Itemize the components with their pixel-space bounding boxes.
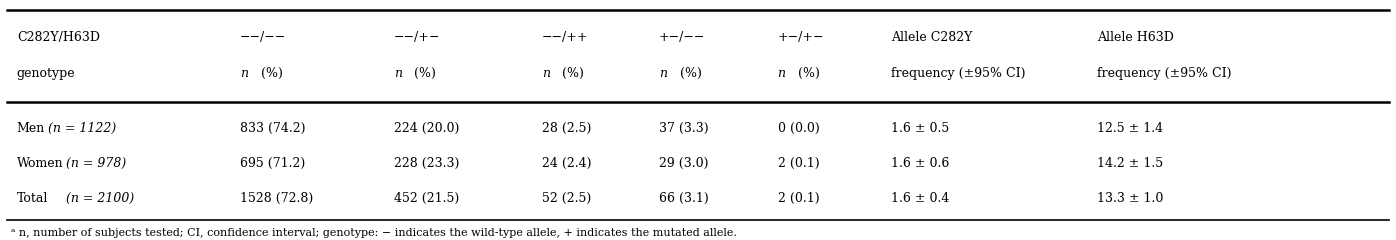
Text: 224 (20.0): 224 (20.0)	[394, 122, 459, 135]
Text: (n = 1122): (n = 1122)	[49, 122, 117, 135]
Text: (%): (%)	[558, 67, 585, 80]
Text: 2 (0.1): 2 (0.1)	[778, 192, 819, 204]
Text: Allele H63D: Allele H63D	[1097, 31, 1174, 44]
Text: n: n	[394, 67, 402, 80]
Text: +−/−−: +−/−−	[659, 31, 705, 44]
Text: (n = 978): (n = 978)	[67, 157, 127, 170]
Text: 37 (3.3): 37 (3.3)	[659, 122, 709, 135]
Text: ᵃ n, number of subjects tested; CI, confidence interval; genotype: − indicates t: ᵃ n, number of subjects tested; CI, conf…	[11, 228, 737, 238]
Text: 452 (21.5): 452 (21.5)	[394, 192, 459, 204]
Text: Women: Women	[17, 157, 63, 170]
Text: 833 (74.2): 833 (74.2)	[240, 122, 306, 135]
Text: 29 (3.0): 29 (3.0)	[659, 157, 708, 170]
Text: 12.5 ± 1.4: 12.5 ± 1.4	[1097, 122, 1163, 135]
Text: 2 (0.1): 2 (0.1)	[778, 157, 819, 170]
Text: n: n	[778, 67, 786, 80]
Text: genotype: genotype	[17, 67, 75, 80]
Text: 1.6 ± 0.4: 1.6 ± 0.4	[891, 192, 949, 204]
Text: 1.6 ± 0.6: 1.6 ± 0.6	[891, 157, 949, 170]
Text: C282Y/H63D: C282Y/H63D	[17, 31, 99, 44]
Text: 0 (0.0): 0 (0.0)	[778, 122, 819, 135]
Text: −−/−−: −−/−−	[240, 31, 286, 44]
Text: frequency (±95% CI): frequency (±95% CI)	[1097, 67, 1231, 80]
Text: n: n	[542, 67, 550, 80]
Text: (%): (%)	[676, 67, 702, 80]
Text: (%): (%)	[257, 67, 283, 80]
Text: 13.3 ± 1.0: 13.3 ± 1.0	[1097, 192, 1164, 204]
Text: 52 (2.5): 52 (2.5)	[542, 192, 591, 204]
Text: Total: Total	[17, 192, 47, 204]
Text: frequency (±95% CI): frequency (±95% CI)	[891, 67, 1025, 80]
Text: (%): (%)	[410, 67, 437, 80]
Text: 228 (23.3): 228 (23.3)	[394, 157, 459, 170]
Text: +−/+−: +−/+−	[778, 31, 824, 44]
Text: 28 (2.5): 28 (2.5)	[542, 122, 591, 135]
Text: (n = 2100): (n = 2100)	[67, 192, 134, 204]
Text: −−/++: −−/++	[542, 31, 588, 44]
Text: −−/+−: −−/+−	[394, 31, 440, 44]
Text: 1.6 ± 0.5: 1.6 ± 0.5	[891, 122, 949, 135]
Text: 24 (2.4): 24 (2.4)	[542, 157, 591, 170]
Text: 14.2 ± 1.5: 14.2 ± 1.5	[1097, 157, 1163, 170]
Text: n: n	[240, 67, 248, 80]
Text: Men: Men	[17, 122, 45, 135]
Text: n: n	[659, 67, 667, 80]
Text: 66 (3.1): 66 (3.1)	[659, 192, 709, 204]
Text: (%): (%)	[794, 67, 821, 80]
Text: Allele C282Y: Allele C282Y	[891, 31, 972, 44]
Text: 1528 (72.8): 1528 (72.8)	[240, 192, 313, 204]
Text: 695 (71.2): 695 (71.2)	[240, 157, 306, 170]
